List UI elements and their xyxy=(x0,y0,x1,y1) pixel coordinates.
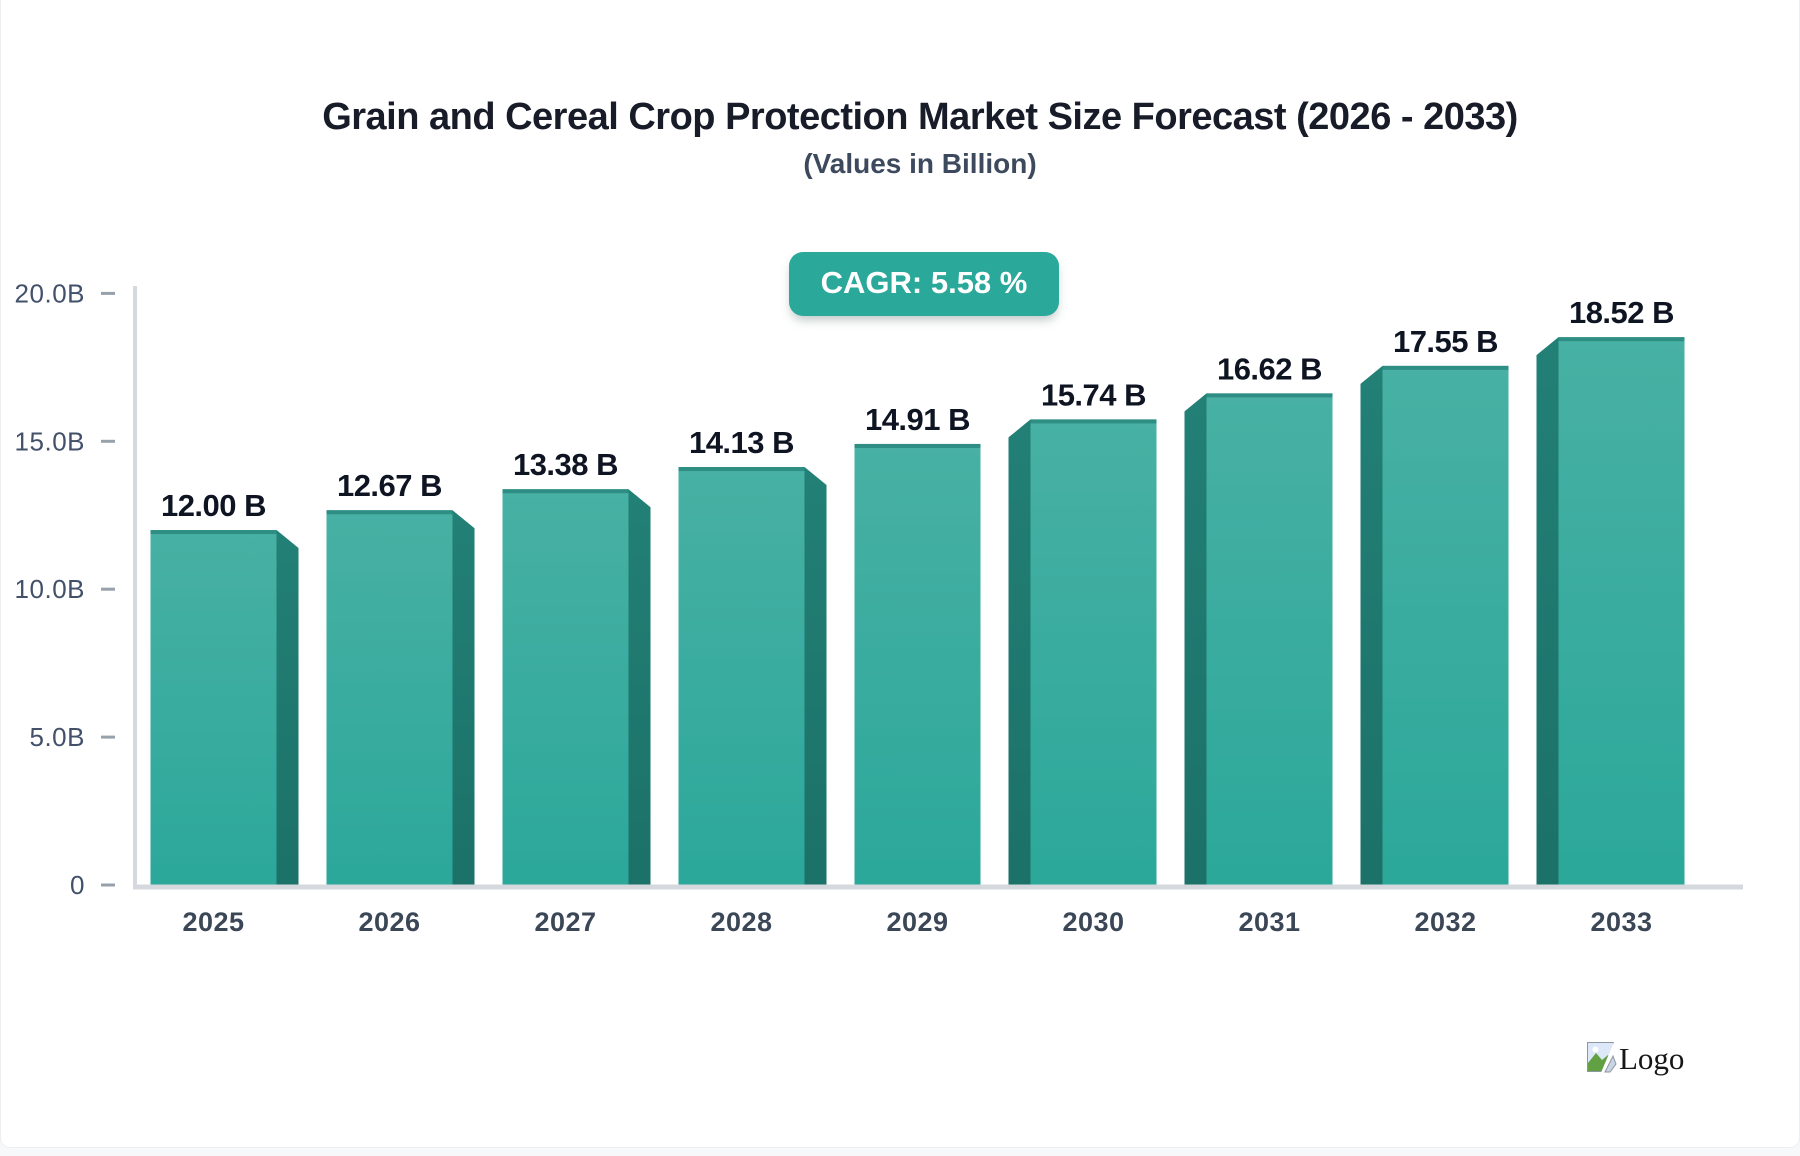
bar-top-edge xyxy=(1382,365,1509,370)
bar-front-face xyxy=(678,467,805,885)
bar-value-label: 12.67 B xyxy=(337,468,442,503)
broken-image-icon xyxy=(1587,1042,1617,1075)
bar-value-label: 14.13 B xyxy=(689,425,794,460)
bar-2030[interactable]: 15.74 B xyxy=(1008,377,1157,885)
bar-top-edge xyxy=(1558,337,1685,342)
bar-value-label: 13.38 B xyxy=(513,447,618,482)
x-axis-label: 2033 xyxy=(1590,907,1652,937)
cagr-badge-row: CAGR: 5.58 % xyxy=(49,252,1799,316)
bar-front-face xyxy=(1030,419,1157,885)
bar-front-face xyxy=(326,510,453,885)
bar-top-edge xyxy=(678,467,805,472)
x-axis-label: 2025 xyxy=(182,907,244,937)
x-axis-label: 2031 xyxy=(1238,907,1300,937)
bar-side-face xyxy=(1536,337,1559,885)
bar-side-face xyxy=(1008,419,1031,885)
bar-value-label: 12.00 B xyxy=(161,488,266,523)
bar-top-edge xyxy=(326,510,453,515)
bar-side-face xyxy=(276,530,299,885)
bar-value-label: 15.74 B xyxy=(1041,377,1146,412)
bar-front-face xyxy=(502,489,629,885)
y-axis-tick-label: 5.0B xyxy=(30,722,86,752)
bar-side-face xyxy=(628,489,651,885)
bar-value-label: 18.52 B xyxy=(1569,295,1674,330)
bar-top-edge xyxy=(150,530,277,535)
bar-2028[interactable]: 14.13 B xyxy=(678,425,827,885)
bar-2025[interactable]: 12.00 B xyxy=(150,488,299,885)
bar-top-edge xyxy=(1206,393,1333,398)
bar-front-face xyxy=(1382,365,1509,886)
x-axis-label: 2030 xyxy=(1062,907,1124,937)
bar-value-label: 16.62 B xyxy=(1217,351,1322,386)
x-axis-label: 2027 xyxy=(534,907,596,937)
bar-value-label: 14.91 B xyxy=(865,402,970,437)
bar-top-edge xyxy=(502,489,629,494)
bar-2031[interactable]: 16.62 B xyxy=(1184,351,1333,885)
x-axis-label: 2028 xyxy=(710,907,772,937)
bar-side-face xyxy=(452,510,475,885)
x-axis-label: 2026 xyxy=(358,907,420,937)
y-axis-tick-label: 15.0B xyxy=(15,426,85,456)
bar-side-face xyxy=(1184,393,1207,885)
chart-title: Grain and Cereal Crop Protection Market … xyxy=(322,96,1518,138)
bar-2033[interactable]: 18.52 B xyxy=(1536,295,1685,885)
y-axis-tick-label: 0 xyxy=(70,870,85,900)
bar-front-face xyxy=(854,443,981,885)
bar-front-face xyxy=(150,530,277,885)
bar-2027[interactable]: 13.38 B xyxy=(502,447,651,885)
bar-2026[interactable]: 12.67 B xyxy=(326,468,475,885)
bar-value-label: 17.55 B xyxy=(1393,324,1498,359)
x-axis-label: 2032 xyxy=(1414,907,1476,937)
bar-front-face xyxy=(1206,393,1333,885)
cagr-badge: CAGR: 5.58 % xyxy=(788,252,1060,316)
bar-top-edge xyxy=(854,443,981,448)
logo: Logo xyxy=(1587,1042,1684,1075)
bar-top-edge xyxy=(1030,419,1157,424)
logo-alt-text: Logo xyxy=(1619,1041,1685,1076)
chart-subtitle: (Values in Billion) xyxy=(803,148,1037,179)
bar-2032[interactable]: 17.55 B xyxy=(1360,324,1509,886)
bar-front-face xyxy=(1558,337,1685,885)
y-axis-tick-label: 10.0B xyxy=(15,574,85,604)
y-axis-tick-label: 20.0B xyxy=(15,278,85,308)
bar-side-face xyxy=(1360,365,1383,886)
bar-2029[interactable]: 14.91 B xyxy=(854,402,981,885)
bar-side-face xyxy=(804,467,827,885)
x-axis-label: 2029 xyxy=(886,907,948,937)
